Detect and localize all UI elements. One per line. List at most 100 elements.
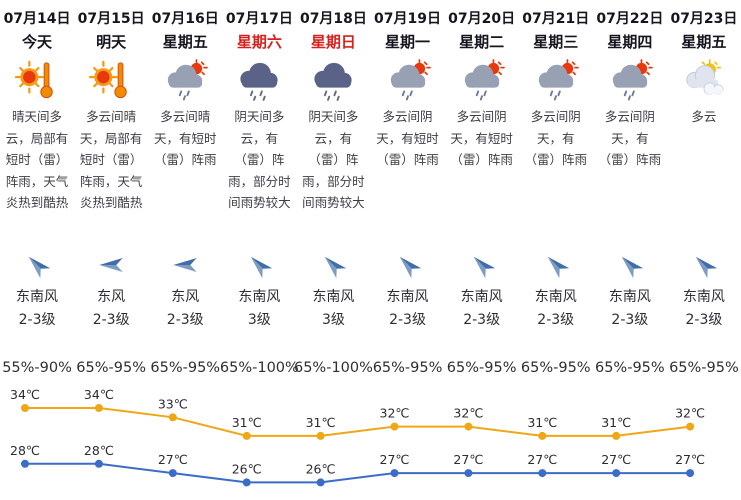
forecast-day-column[interactable]: 07月19日 星期一 多云间阴天，有短时（雷）阵雨 东南风 2-3级 65%-9… [370,0,444,378]
forecast-day-column[interactable]: 07月17日 星期六 阴天间多云，有（雷）阵雨，部分时间雨势较大 东南风 3级 … [220,0,299,378]
wind-direction-icon [690,244,718,286]
humidity-range-label: 55%-90% [2,360,72,376]
wind-level-label: 3级 [321,312,345,328]
humidity-range-label: 65%-100% [293,360,373,376]
forecast-day-column[interactable]: 07月22日 星期四 多云间阴天，有（雷）阵雨 东南风 2-3级 65%-95% [593,0,667,378]
wind-direction-label: 东南风 [608,289,651,305]
forecast-columns: 07月14日 今天 晴天间多云，局部有短时（雷）阵雨，天气炎热到酷热 东南风 2… [0,0,741,378]
temp-value-label: 28℃ [84,443,114,458]
weather-description: 多云间晴天，局部有短时（雷）阵雨，天气炎热到酷热 [79,109,143,210]
wind-direction-label: 东南风 [460,289,503,305]
forecast-day-column[interactable]: 07月18日 星期日 阴天间多云，有（雷）阵雨，部分时间雨势较大 东南风 3级 … [293,0,373,378]
humidity-range-label: 65%-95% [669,360,739,376]
wind-level-label: 2-3级 [92,312,130,328]
temp-point [94,404,103,412]
humidity-range-label: 65%-95% [76,360,146,376]
temp-value-label: 27℃ [527,452,557,467]
wind-direction-label: 东南风 [238,289,281,305]
temp-point [538,469,547,478]
wind-direction-label: 东南风 [534,289,577,305]
wind-level-label: 2-3级 [166,312,204,328]
forecast-day-column[interactable]: 07月20日 星期二 多云间阴天，有短时（雷）阵雨 东南风 2-3级 65%-9… [445,0,519,378]
temp-point [168,413,177,422]
temp-value-label: 32℃ [453,406,483,421]
wind-level-label: 2-3级 [463,312,501,328]
temp-value-label: 27℃ [380,452,410,467]
cloud-sun-rain-icon [607,56,653,104]
date-label: 07月16日 [151,11,219,27]
date-label: 07月17日 [225,11,293,27]
temp-value-label: 34℃ [84,387,114,402]
temp-point [242,431,251,440]
temp-value-label: 33℃ [158,396,188,411]
wind-direction-label: 东风 [97,289,126,305]
weekday-label: 星期日 [310,33,356,51]
temp-point [390,469,399,478]
wind-direction-label: 东南风 [386,289,429,305]
temp-point [686,422,695,431]
cloud-sun-rain-icon [385,56,431,104]
cloud-sun-rain-icon [533,56,579,104]
wind-level-label: 2-3级 [18,312,56,328]
temp-point [21,459,29,468]
weather-description: 多云间阴天，有（雷）阵雨 [598,109,662,167]
temp-value-label: 26℃ [306,461,336,476]
wind-direction-icon [542,244,570,286]
temp-value-label: 28℃ [10,443,40,458]
temp-value-label: 31℃ [601,415,631,430]
dark-cloud-rain-icon [236,56,282,104]
wind-direction-icon [245,244,273,286]
date-label: 07月19日 [374,11,442,27]
forecast-day-column[interactable]: 07月21日 星期三 多云间阴天，有（雷）阵雨 东南风 2-3级 65%-95% [519,0,593,378]
weekday-label: 星期三 [533,33,579,51]
weather-description: 阴天间多云，有（雷）阵雨，部分时间雨势较大 [302,109,365,210]
temp-point [464,422,473,431]
temp-value-label: 27℃ [675,452,705,467]
wind-direction-icon [319,244,347,286]
temp-point [612,469,621,478]
weather-description: 多云 [691,109,717,124]
wind-level-label: 2-3级 [685,312,723,328]
forecast-day-column[interactable]: 07月16日 星期五 多云间晴天，有短时（雷）阵雨 东风 2-3级 65%-95… [148,0,222,378]
wind-direction-icon [171,244,199,286]
wind-direction-icon [23,244,51,286]
weekday-label: 今天 [22,33,53,51]
weekday-label: 星期一 [385,33,431,51]
weather-description: 多云间晴天，有短时（雷）阵雨 [153,109,217,167]
humidity-range-label: 65%-95% [372,360,443,376]
weekday-label: 星期六 [236,33,282,51]
forecast-day-column[interactable]: 07月14日 今天 晴天间多云，局部有短时（雷）阵雨，天气炎热到酷热 东南风 2… [0,0,74,378]
weekday-label: 明天 [96,33,127,51]
temp-value-label: 34℃ [10,387,40,402]
wind-level-label: 2-3级 [389,312,426,328]
wind-direction-label: 东南风 [16,289,59,305]
humidity-range-label: 65%-95% [150,360,221,376]
temp-point [390,422,399,431]
wind-level-label: 2-3级 [611,312,649,328]
date-label: 07月20日 [448,11,516,27]
humidity-range-label: 65%-95% [594,360,665,376]
humidity-range-label: 65%-95% [446,360,517,376]
temp-point [94,459,103,468]
cloud-sun-rain-icon [162,56,209,104]
temp-value-label: 27℃ [158,452,188,467]
date-label: 07月22日 [596,11,664,27]
weather-description: 多云间阴天，有（雷）阵雨 [524,109,587,167]
weekday-label: 星期五 [162,33,208,51]
temp-value-label: 27℃ [601,452,631,467]
weather-description: 晴天间多云，局部有短时（雷）阵雨，天气炎热到酷热 [5,109,69,210]
temp-line [25,462,691,484]
wind-direction-icon [394,244,422,286]
temp-point [168,469,177,478]
wind-level-label: 2-3级 [537,312,575,328]
temp-point [316,431,325,440]
wind-level-label: 3级 [247,312,271,328]
temperature-trend-chart: 34℃ 34℃ 33℃ 31℃ 31℃ 32℃ 32℃ 31℃ 31℃ 32℃ 28℃ 28℃ 27℃ 2… [0,386,741,500]
forecast-day-column[interactable]: 07月15日 明天 多云间晴天，局部有短时（雷）阵雨，天气炎热到酷热 东风 2-… [74,0,148,378]
date-label: 07月23日 [670,11,738,27]
forecast-day-column[interactable]: 07月23日 星期五 多云 东南风 2-3级 65%-95% [667,0,741,378]
cloud-sun-rain-icon [459,56,505,104]
weather-description: 阴天间多云，有（雷）阵雨，部分时间雨势较大 [228,109,291,210]
temp-value-label: 27℃ [453,452,483,467]
